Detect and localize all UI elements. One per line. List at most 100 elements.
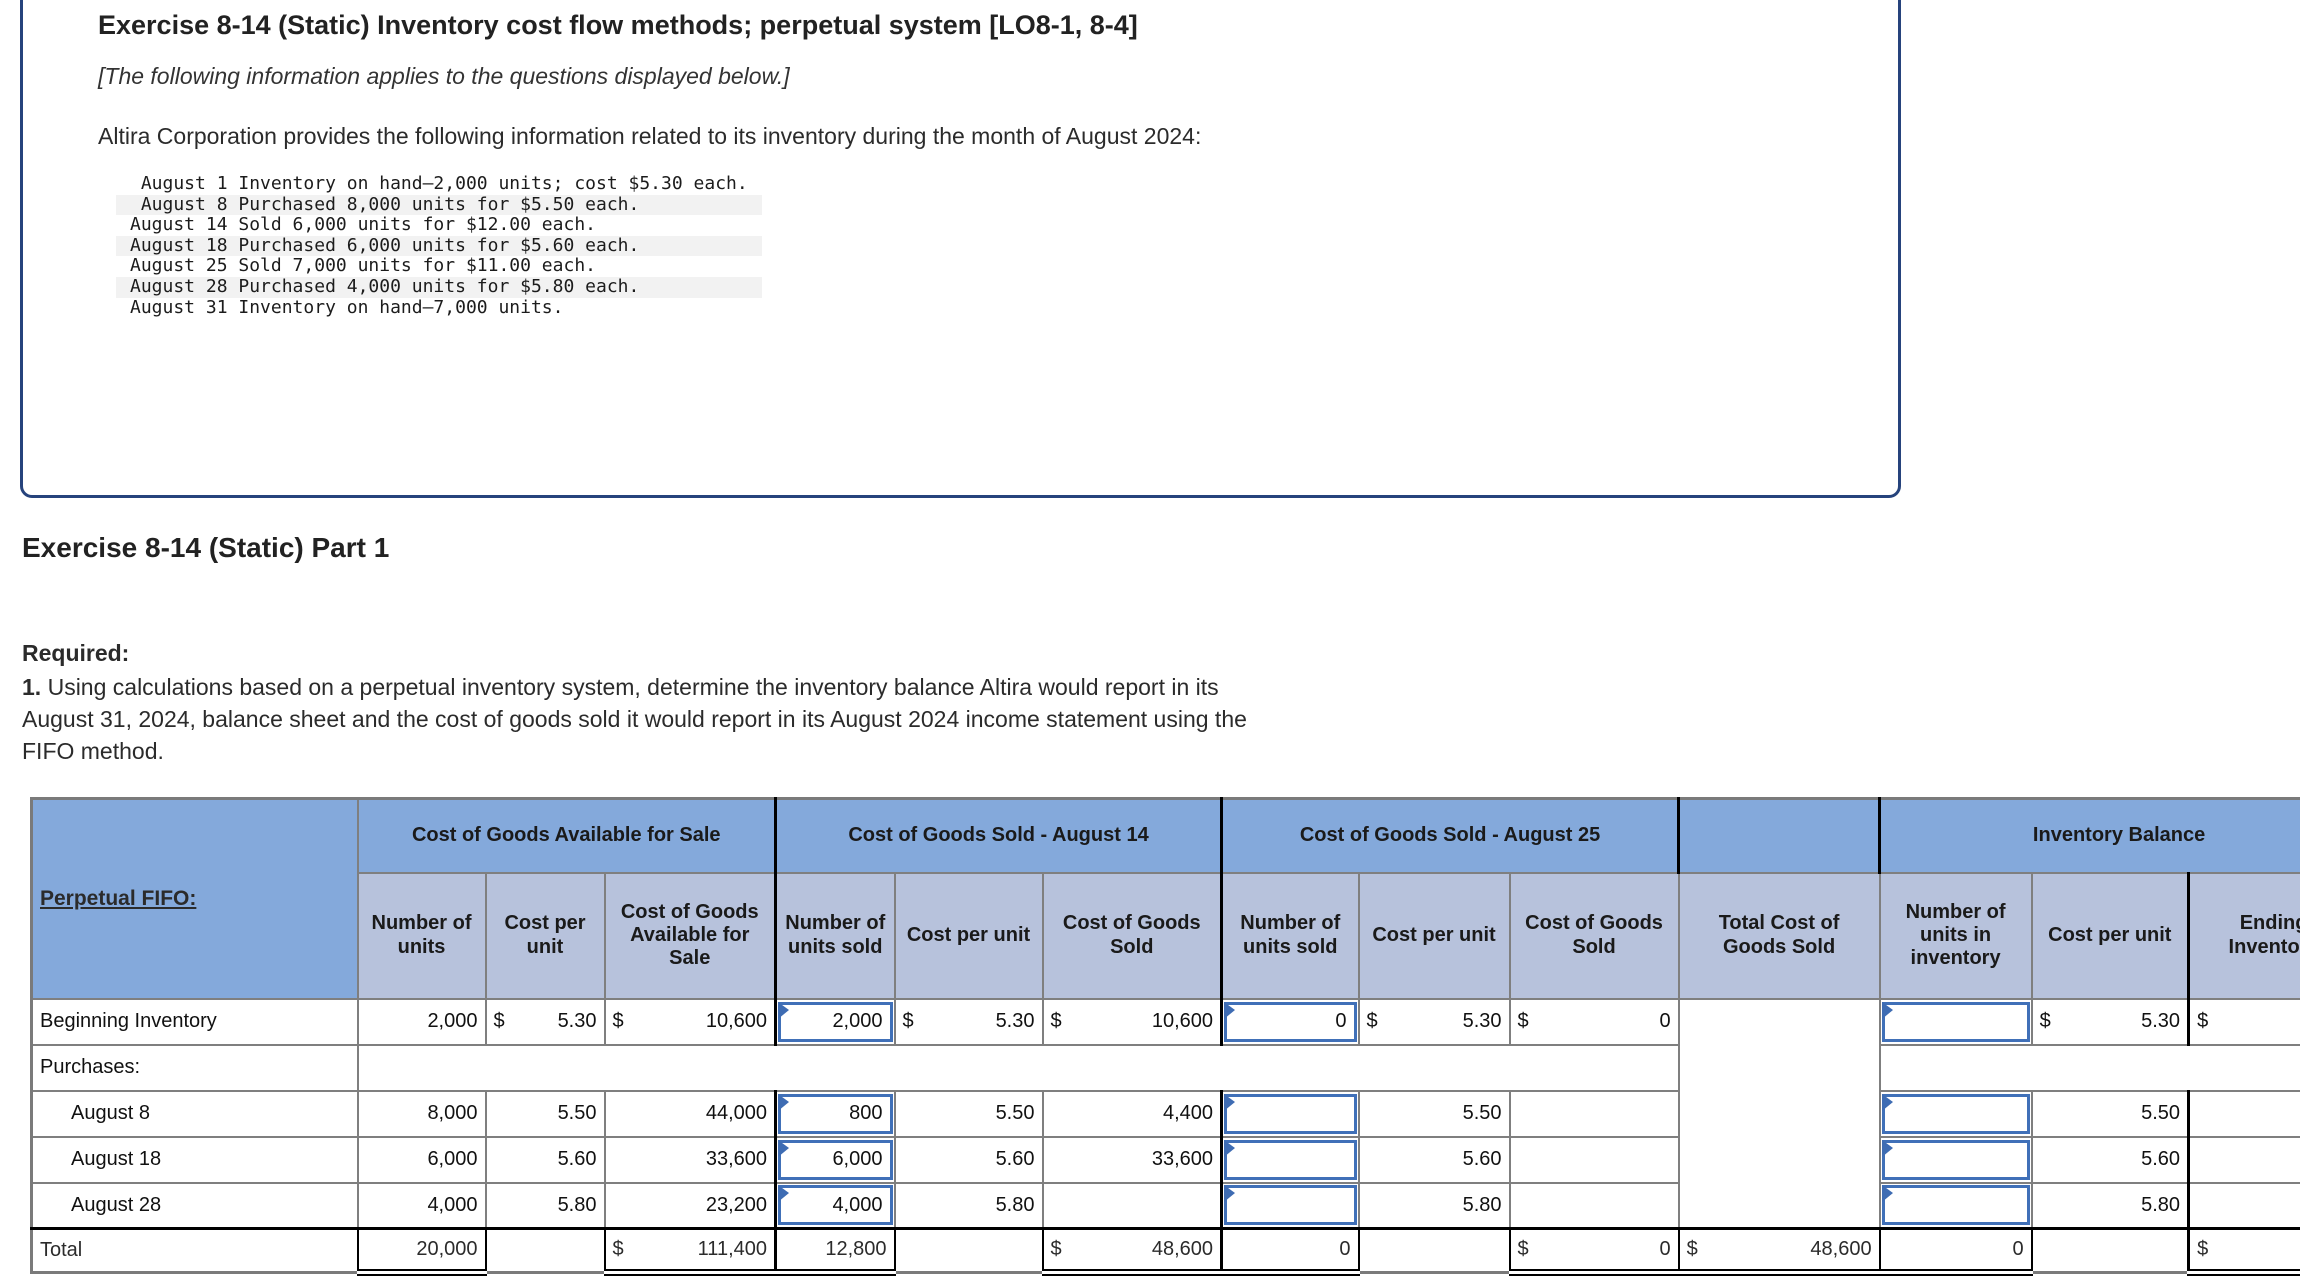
- col-header-cost-per-unit: Cost per unit: [484, 871, 606, 1000]
- col-header-total-cogs: Total Cost of Goods Sold: [1677, 871, 1881, 1000]
- row-august-28: August 28 4,000 5.80 23,200 4,000 5.80 5…: [30, 1181, 2300, 1230]
- aug18-units-sold-aug25-cell: [1220, 1135, 1360, 1184]
- group-header-inventory-balance: Inventory Balance: [1878, 797, 2300, 874]
- row-label: Purchases:: [30, 1043, 359, 1092]
- aug18-units-cell: 6,000: [356, 1135, 487, 1184]
- aug28-cogs-aug14-cell: [1041, 1181, 1223, 1230]
- row-august-8: August 8 8,000 5.50 44,000 800 5.50 4,40…: [30, 1089, 2300, 1138]
- aug28-cogs-aug25-cell: [1508, 1181, 1680, 1230]
- purchases-empty-span: [356, 1043, 1680, 1092]
- aug28-cpu-aug25-cell: 5.80: [1357, 1181, 1511, 1230]
- total-cpu-inv-cell: [2030, 1227, 2190, 1274]
- beginning-units-sold-aug25-cell: 0: [1220, 997, 1360, 1046]
- row-beginning-inventory: Beginning Inventory 2,000 $5.30 $10,600 …: [30, 997, 2300, 1230]
- total-cpu-aug14-cell: [893, 1227, 1044, 1274]
- aug18-cpu-cell: 5.60: [484, 1135, 606, 1184]
- row-august-18: August 18 6,000 5.60 33,600 6,000 5.60 3…: [30, 1135, 2300, 1184]
- beginning-cpu-cell: $5.30: [484, 997, 606, 1046]
- purchases-empty-span-right: [1878, 1043, 2300, 1092]
- instruction-number: 1.: [22, 674, 42, 700]
- aug18-inv-units-input[interactable]: [1881, 1139, 2030, 1180]
- answered-flag-icon: [1881, 1093, 1893, 1111]
- aug18-cpu-aug14-cell: 5.60: [893, 1135, 1044, 1184]
- aug8-cpu-aug14-cell: 5.50: [893, 1089, 1044, 1138]
- beginning-units-sold-aug14-cell: 2,000: [774, 997, 896, 1046]
- col-header-cogs-aug25: Cost of Goods Sold: [1508, 871, 1680, 1000]
- beginning-cogs-aug14-cell: $10,600: [1041, 997, 1223, 1046]
- perpetual-fifo-table-wrap: Perpetual FIFO: Cost of Goods Available …: [30, 797, 2300, 1284]
- answered-flag-icon: [1224, 1001, 1236, 1019]
- total-cpu-aug25-cell: [1357, 1227, 1511, 1274]
- aug18-units-sold-aug14-cell: 6,000: [774, 1135, 896, 1184]
- aug8-inv-units-input[interactable]: [1881, 1093, 2030, 1134]
- aug8-ending-inv-cell: [2187, 1089, 2300, 1138]
- col-header-units-in-inventory: Number of units in inventory: [1878, 871, 2033, 1000]
- answered-flag-icon: [1224, 1185, 1236, 1203]
- part-heading: Exercise 8-14 (Static) Part 1: [22, 532, 390, 563]
- instruction-text: 1. Using calculations based on a perpetu…: [22, 671, 1287, 767]
- transaction-line: August 18 Purchased 6,000 units for $5.6…: [116, 235, 762, 257]
- aug28-units-sold-aug25-input[interactable]: [1224, 1185, 1357, 1226]
- aug8-cpu-cell: 5.50: [484, 1089, 606, 1138]
- group-header-row: Perpetual FIFO: Cost of Goods Available …: [30, 797, 2300, 1000]
- aug18-cogs-aug25-cell: [1508, 1135, 1680, 1184]
- beginning-ending-inv-cell: $: [2187, 997, 2300, 1046]
- total-cogs-aug14-cell: $48,600: [1041, 1227, 1223, 1276]
- transaction-line: August 14 Sold 6,000 units for $12.00 ea…: [130, 214, 596, 236]
- aug8-cpu-aug25-cell: 5.50: [1357, 1089, 1511, 1138]
- transaction-line: August 31 Inventory on hand–7,000 units.: [130, 296, 564, 318]
- col-header-units-sold-aug25: Number of units sold: [1220, 871, 1360, 1000]
- aug18-cogs-aug14-cell: 33,600: [1041, 1135, 1223, 1184]
- col-header-ending-inventory: Ending Inventory: [2187, 871, 2300, 1000]
- exercise-title: Exercise 8-14 (Static) Inventory cost fl…: [98, 10, 1138, 40]
- answered-flag-icon: [1881, 1001, 1893, 1019]
- row-purchases: Purchases:: [30, 1043, 2300, 1092]
- beginning-inv-units-input[interactable]: [1881, 1001, 2030, 1042]
- aug8-cogas-cell: 44,000: [603, 1089, 777, 1138]
- perpetual-fifo-table: Perpetual FIFO: Cost of Goods Available …: [30, 797, 2300, 1276]
- aug8-units-sold-aug14-input[interactable]: 800: [778, 1093, 893, 1134]
- column-header-row: Number of units Cost per unit Cost of Go…: [32, 871, 2300, 1000]
- aug8-units-sold-aug25-input[interactable]: [1224, 1093, 1357, 1134]
- aug28-units-sold-aug14-cell: 4,000: [774, 1181, 896, 1230]
- total-cogas-cell: $111,400: [603, 1227, 777, 1276]
- group-header-blank: [1677, 797, 1881, 874]
- aug18-units-sold-aug25-input[interactable]: [1224, 1139, 1357, 1180]
- aug28-cogas-cell: 23,200: [603, 1181, 777, 1230]
- answered-flag-icon: [778, 1139, 789, 1157]
- aug18-cpu-aug25-cell: 5.60: [1357, 1135, 1511, 1184]
- aug28-units-sold-aug14-input[interactable]: 4,000: [778, 1185, 893, 1226]
- transaction-line: August 1 Inventory on hand–2,000 units; …: [130, 173, 748, 194]
- total-units-sold-aug25-cell: 0: [1220, 1227, 1360, 1276]
- required-label: Required:: [22, 640, 130, 666]
- beginning-units-sold-aug25-input[interactable]: 0: [1224, 1001, 1357, 1042]
- total-cpu-cell: [484, 1227, 606, 1274]
- group-header-cogs-aug14: Cost of Goods Sold - August 14: [773, 797, 1223, 874]
- aug18-cogas-cell: 33,600: [603, 1135, 777, 1184]
- aug18-cpu-inv-cell: 5.60: [2030, 1135, 2190, 1184]
- beginning-units-sold-aug14-input[interactable]: 2,000: [778, 1001, 893, 1042]
- answered-flag-icon: [1224, 1093, 1236, 1111]
- aug8-cpu-inv-cell: 5.50: [2030, 1089, 2190, 1138]
- beginning-cpu-aug25-cell: $5.30: [1357, 997, 1511, 1046]
- transaction-line: August 25 Sold 7,000 units for $11.00 ea…: [130, 255, 596, 277]
- group-header-cogas: Cost of Goods Available for Sale: [356, 797, 777, 874]
- total-cogs-cell: $48,600: [1677, 1227, 1881, 1276]
- col-header-number-of-units: Number of units: [356, 871, 487, 1000]
- row-label: August 18: [30, 1135, 359, 1184]
- instruction-body: Using calculations based on a perpetual …: [22, 674, 1247, 764]
- aug8-cogs-aug14-cell: 4,400: [1041, 1089, 1223, 1138]
- aug8-units-sold-aug14-cell: 800: [774, 1089, 896, 1138]
- aug8-units-sold-aug25-cell: [1220, 1089, 1360, 1138]
- total-units-sold-aug14-cell: 12,800: [774, 1227, 896, 1276]
- beginning-units-cell: 2,000: [356, 997, 487, 1046]
- col-header-units-sold-aug14: Number of units sold: [774, 871, 896, 1000]
- aug28-inv-units-input[interactable]: [1881, 1185, 2030, 1226]
- exercise-info-card: Exercise 8-14 (Static) Inventory cost fl…: [20, 0, 1901, 498]
- total-units-cell: 20,000: [356, 1227, 487, 1276]
- answered-flag-icon: [778, 1185, 789, 1203]
- beginning-cpu-aug14-cell: $5.30: [893, 997, 1044, 1046]
- transaction-line: August 28 Purchased 4,000 units for $5.8…: [116, 276, 762, 298]
- aug18-units-sold-aug14-input[interactable]: 6,000: [778, 1139, 893, 1180]
- row-label: Beginning Inventory: [30, 997, 359, 1046]
